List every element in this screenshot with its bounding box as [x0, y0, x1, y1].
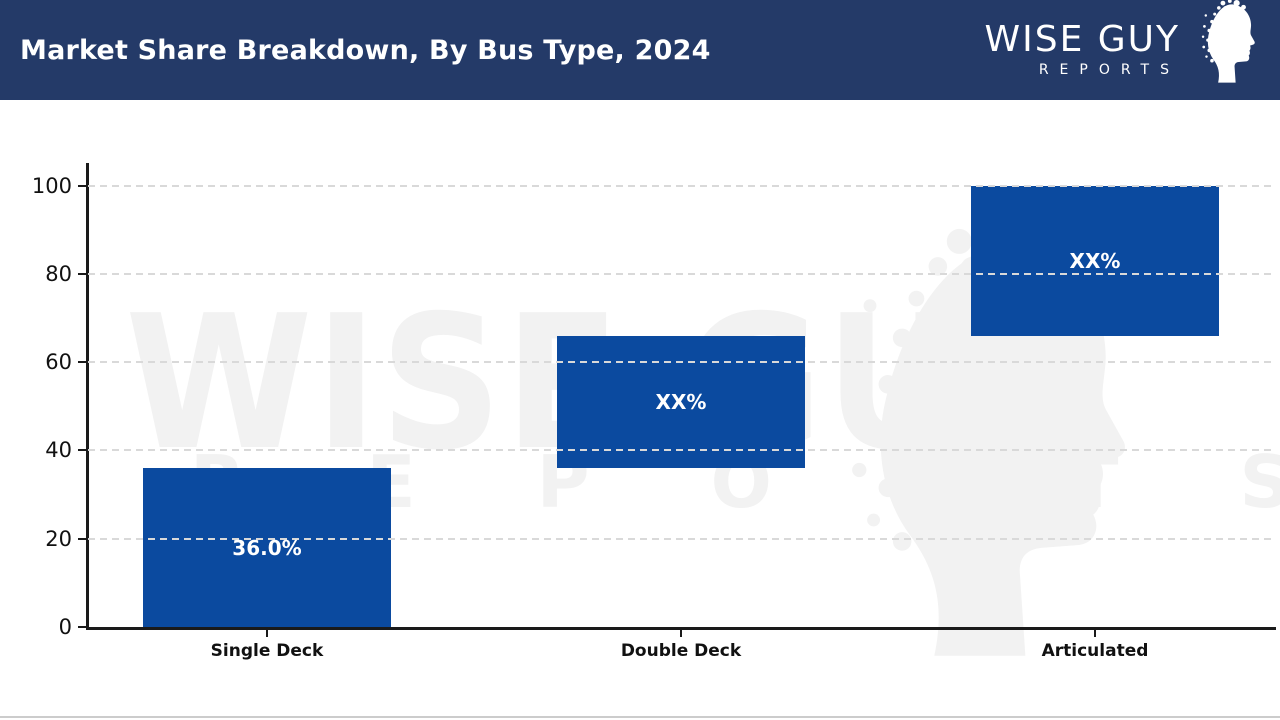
x-tick-mark	[266, 629, 268, 637]
bar-double-deck	[557, 335, 805, 469]
x-tick-mark	[680, 629, 682, 637]
brand-logo: WISE GUY REPORTS	[984, 0, 1280, 95]
brand-face-icon	[1201, 0, 1255, 83]
brand-logo-text: WISE GUY REPORTS	[984, 19, 1181, 79]
y-tick-mark	[78, 626, 86, 628]
bottom-divider	[0, 716, 1280, 718]
y-tick-mark	[78, 537, 86, 540]
x-tick-mark	[1094, 629, 1096, 637]
x-axis-spine	[86, 627, 1276, 630]
gridline-y100	[88, 184, 1276, 187]
y-tick-label: 100	[31, 173, 72, 198]
bar-single-deck	[143, 468, 391, 627]
y-tick-label: 20	[45, 526, 72, 551]
gridline-y20	[88, 537, 1276, 540]
brand-name: WISE GUY	[984, 19, 1180, 60]
bar-value-label-single-deck: 36.0%	[232, 535, 302, 560]
y-tick-mark	[78, 449, 86, 452]
chart-area: WISE GUY R E P O R T S 0 20 40 60 80 100 36.0%…	[0, 100, 1280, 716]
gridline-y40	[88, 449, 1276, 452]
y-axis-spine	[86, 163, 89, 629]
bar-value-label-articulated: XX%	[1069, 248, 1121, 273]
y-tick-label: 60	[45, 350, 72, 375]
y-tick-mark	[78, 361, 86, 364]
x-axis-label-articulated: Articulated	[1041, 641, 1149, 661]
x-axis-label-double-deck: Double Deck	[620, 641, 742, 661]
bar-value-label-double-deck: XX%	[655, 389, 707, 414]
header: Market Share Breakdown, By Bus Type, 202…	[0, 0, 1280, 100]
gridline-y80	[88, 272, 1276, 275]
y-tick-label: 40	[45, 438, 72, 463]
plot-area: 0 20 40 60 80 100 36.0% XX% XX% Single Deck Double…	[0, 100, 1280, 716]
page-title: Market Share Breakdown, By Bus Type, 202…	[20, 34, 711, 66]
y-tick-mark	[78, 184, 86, 187]
y-tick-mark	[78, 272, 86, 275]
x-axis-label-single-deck: Single Deck	[210, 641, 324, 661]
gridline-y60	[88, 361, 1276, 364]
y-tick-label: 80	[45, 261, 72, 286]
brand-subname: REPORTS	[1038, 62, 1180, 78]
y-tick-label: 0	[58, 615, 72, 639]
